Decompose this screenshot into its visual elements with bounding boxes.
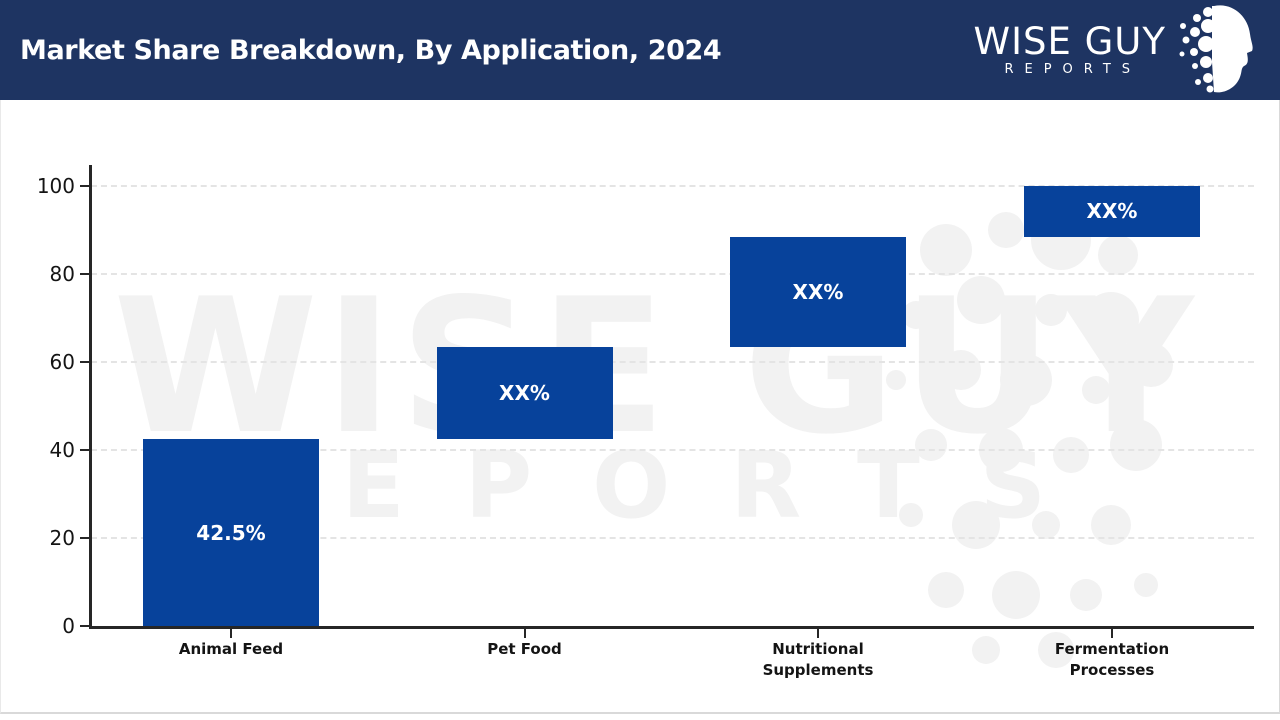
bar-fermentation-processes (1024, 186, 1200, 237)
logo-wordmark: WISE GUY (973, 19, 1166, 63)
y-axis-line (89, 165, 92, 629)
y-axis-tick-80 (80, 273, 90, 275)
category-label: Fermentation Processes (1054, 640, 1170, 679)
gridline-y-100 (91, 185, 1254, 187)
bar-pet-food (436, 346, 613, 439)
y-tick-label-60: 60 (49, 350, 75, 374)
x-axis-line (89, 626, 1254, 629)
y-tick-label-80: 80 (49, 262, 75, 286)
category-label: Nutritional Supplements (762, 640, 874, 679)
y-axis-tick-0 (80, 625, 90, 627)
gridline-y-20 (91, 537, 1254, 539)
gridline-y-80 (91, 273, 1254, 275)
y-tick-label-100: 100 (36, 174, 75, 198)
wise-guy-reports-logo: WISE GUY REPORTS (974, 2, 1254, 98)
category-label: Pet Food (487, 640, 562, 658)
y-axis-tick-60 (80, 361, 90, 363)
gridline-y-60 (91, 361, 1254, 363)
x-axis-tick (817, 629, 819, 638)
chart-canvas: WISE GUY REPORTS (0, 100, 1280, 714)
y-tick-label-0: 0 (62, 614, 75, 638)
logo-subtext: REPORTS (1004, 62, 1142, 78)
bar-value-label: 42.5% (196, 520, 266, 545)
bar-nutritional-supplements (730, 236, 906, 347)
gridline-y-40 (91, 449, 1254, 451)
bar-value-label: XX% (792, 279, 844, 304)
logo-face-icon (1170, 2, 1254, 98)
y-axis-tick-40 (80, 449, 90, 451)
header-band: Market Share Breakdown, By Application, … (0, 0, 1280, 100)
x-axis-tick (230, 629, 232, 638)
logo-text: WISE GUY REPORTS (973, 19, 1166, 78)
plot-region: 0 20 40 60 80 100 42.5% Animal Feed XX% Pet Food X… (1, 100, 1279, 712)
bar-value-label: XX% (1086, 199, 1138, 224)
x-axis-tick (1111, 629, 1113, 638)
y-axis-tick-20 (80, 537, 90, 539)
y-axis-tick-100 (80, 185, 90, 187)
y-tick-label-20: 20 (49, 526, 75, 550)
bar-value-label: XX% (499, 380, 550, 405)
y-tick-label-40: 40 (49, 438, 75, 462)
x-axis-tick (523, 629, 526, 638)
bar-animal-feed (143, 439, 319, 626)
category-label: Animal Feed (178, 640, 284, 658)
page-title: Market Share Breakdown, By Application, … (20, 34, 722, 66)
